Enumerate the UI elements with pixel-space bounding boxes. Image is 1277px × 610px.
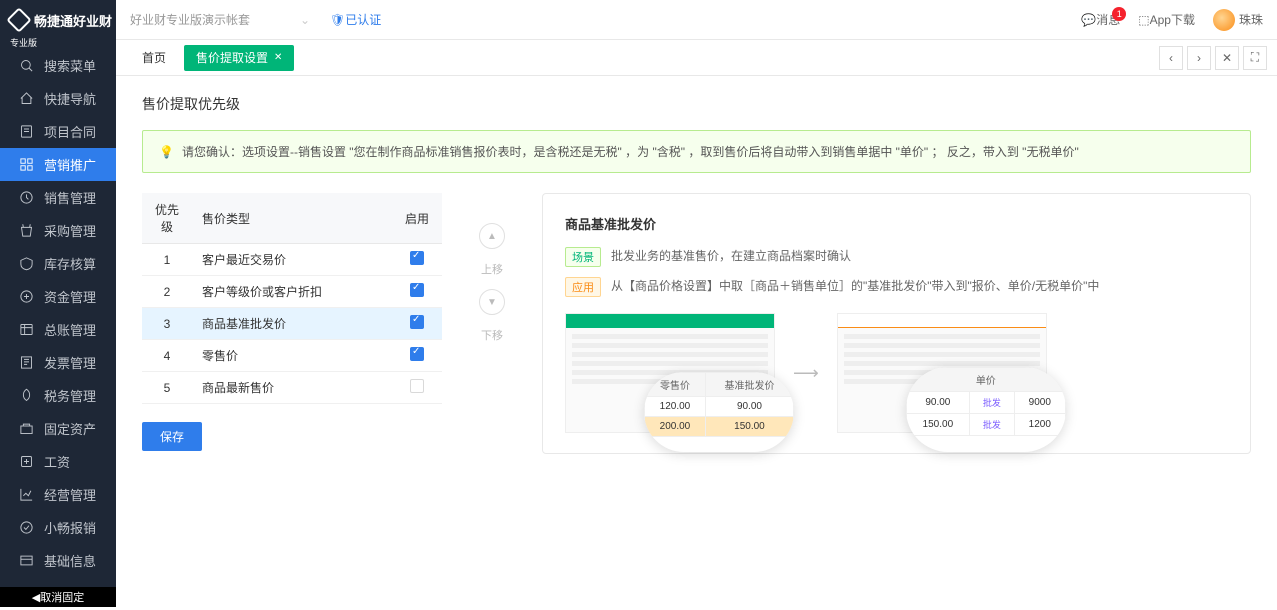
move-down-button[interactable]: ▼ [479,289,505,315]
brand-icon [6,7,31,32]
sidebar-item-15[interactable]: 基础信息 [0,544,116,577]
nav-icon [18,190,34,206]
message-count-badge: 1 [1112,7,1126,21]
table-row[interactable]: 4零售价 [142,340,442,372]
main-content: 售价提取优先级 💡 请您确认：选项设置--销售设置 "您在制作商品标准销售报价表… [116,76,1277,607]
fullscreen-button[interactable]: ⛶ [1243,46,1267,70]
priority-table: 优先级 售价类型 启用 1客户最近交易价2客户等级价或客户折扣3商品基准批发价4… [142,193,442,404]
sidebar-item-13[interactable]: 经营管理 [0,478,116,511]
nav-icon [18,124,34,140]
col-type: 售价类型 [192,193,392,244]
illus-source-table: 零售价基准批发价 120.0090.00 200.00150.00 [565,313,775,433]
arrow-icon: ⟶ [793,363,819,384]
move-up-button[interactable]: ▲ [479,223,505,249]
tabs-next-button[interactable]: › [1187,46,1211,70]
nav-icon [18,487,34,503]
avatar-icon [1213,9,1235,31]
nav-icon [18,520,34,536]
apply-text: 从【商品价格设置】中取［商品＋销售单位］的"基准批发价"带入到"报价、单价/无税… [611,277,1099,296]
scene-text: 批发业务的基准售价，在建立商品档案时确认 [611,247,851,266]
nav-icon [18,58,34,74]
sidebar-item-7[interactable]: 资金管理 [0,280,116,313]
enable-checkbox[interactable] [410,347,424,361]
sidebar-item-9[interactable]: 发票管理 [0,346,116,379]
page-title: 售价提取优先级 [142,94,1251,114]
sidebar-item-11[interactable]: 固定资产 [0,412,116,445]
download-icon: ⬚ [1138,13,1149,27]
nav-icon [18,157,34,173]
account-selector[interactable]: 好业财专业版演示帐套 ⌄ [130,11,310,28]
illustration: 零售价基准批发价 120.0090.00 200.00150.00 ⟶ 单价 [565,313,1228,433]
tab-home[interactable]: 首页 [130,45,178,71]
app-download-button[interactable]: ⬚ App下载 [1138,11,1195,28]
lightbulb-icon: 💡 [159,145,174,159]
tabs-bar: 首页 售价提取设置 ✕ ‹ › ✕ ⛶ [116,40,1277,76]
brand-edition: 专业版 [0,36,116,49]
illus-target-table: 单价 90.00批发9000 150.00批发1200 [837,313,1047,433]
nav-icon [18,454,34,470]
tabs-controls: ‹ › ✕ ⛶ [1155,46,1277,70]
tip-box: 💡 请您确认：选项设置--销售设置 "您在制作商品标准销售报价表时，是含税还是无… [142,130,1251,173]
sidebar-pin-toggle[interactable]: ◀ 取消固定 [0,587,116,607]
tabs-close-button[interactable]: ✕ [1215,46,1239,70]
nav-icon [18,256,34,272]
close-icon[interactable]: ✕ [274,52,282,63]
sidebar-item-8[interactable]: 总账管理 [0,313,116,346]
detail-title: 商品基准批发价 [565,214,1228,233]
verified-badge: 🛡 已认证 [330,11,381,28]
nav-icon [18,553,34,569]
sidebar-item-3[interactable]: 营销推广 [0,148,116,181]
brand-logo: 畅捷通好业财 [0,0,116,40]
message-icon: 💬 [1081,13,1096,27]
enable-checkbox[interactable] [410,251,424,265]
sidebar-item-4[interactable]: 销售管理 [0,181,116,214]
chevron-down-icon: ⌄ [300,13,310,27]
col-priority: 优先级 [142,193,192,244]
nav-icon [18,322,34,338]
nav-icon [18,388,34,404]
brand-name: 畅捷通好业财 [34,11,112,30]
apply-tag: 应用 [565,277,601,297]
user-menu[interactable]: 珠珠 [1213,9,1263,31]
enable-checkbox[interactable] [410,315,424,329]
tab-price-settings[interactable]: 售价提取设置 ✕ [184,45,294,71]
move-up-label: 上移 [481,261,503,277]
scene-tag: 场景 [565,247,601,267]
sidebar-item-1[interactable]: 快捷导航 [0,82,116,115]
topbar: 好业财专业版演示帐套 ⌄ 🛡 已认证 💬 消息 1 ⬚ App下载 珠珠 [116,0,1277,40]
nav-icon [18,91,34,107]
sidebar-item-6[interactable]: 库存核算 [0,247,116,280]
nav-icon [18,421,34,437]
nav-icon [18,223,34,239]
sidebar-item-5[interactable]: 采购管理 [0,214,116,247]
messages-button[interactable]: 💬 消息 1 [1081,11,1120,28]
col-enable: 启用 [392,193,442,244]
nav-icon [18,289,34,305]
sidebar-item-2[interactable]: 项目合同 [0,115,116,148]
sidebar-item-0[interactable]: 搜索菜单 [0,49,116,82]
sidebar: 畅捷通好业财 专业版 搜索菜单快捷导航项目合同营销推广销售管理采购管理库存核算资… [0,0,116,607]
table-row[interactable]: 3商品基准批发价 [142,308,442,340]
save-button[interactable]: 保存 [142,422,202,451]
table-row[interactable]: 5商品最新售价 [142,372,442,404]
move-down-label: 下移 [481,327,503,343]
table-row[interactable]: 2客户等级价或客户折扣 [142,276,442,308]
tabs-prev-button[interactable]: ‹ [1159,46,1183,70]
enable-checkbox[interactable] [410,283,424,297]
nav-icon [18,355,34,371]
sidebar-item-10[interactable]: 税务管理 [0,379,116,412]
detail-panel: 商品基准批发价 场景 批发业务的基准售价，在建立商品档案时确认 应用 从【商品价… [542,193,1251,454]
sidebar-item-12[interactable]: 工资 [0,445,116,478]
shield-icon: 🛡 [330,13,345,27]
sidebar-item-14[interactable]: 小畅报销 [0,511,116,544]
table-row[interactable]: 1客户最近交易价 [142,244,442,276]
enable-checkbox[interactable] [410,379,424,393]
